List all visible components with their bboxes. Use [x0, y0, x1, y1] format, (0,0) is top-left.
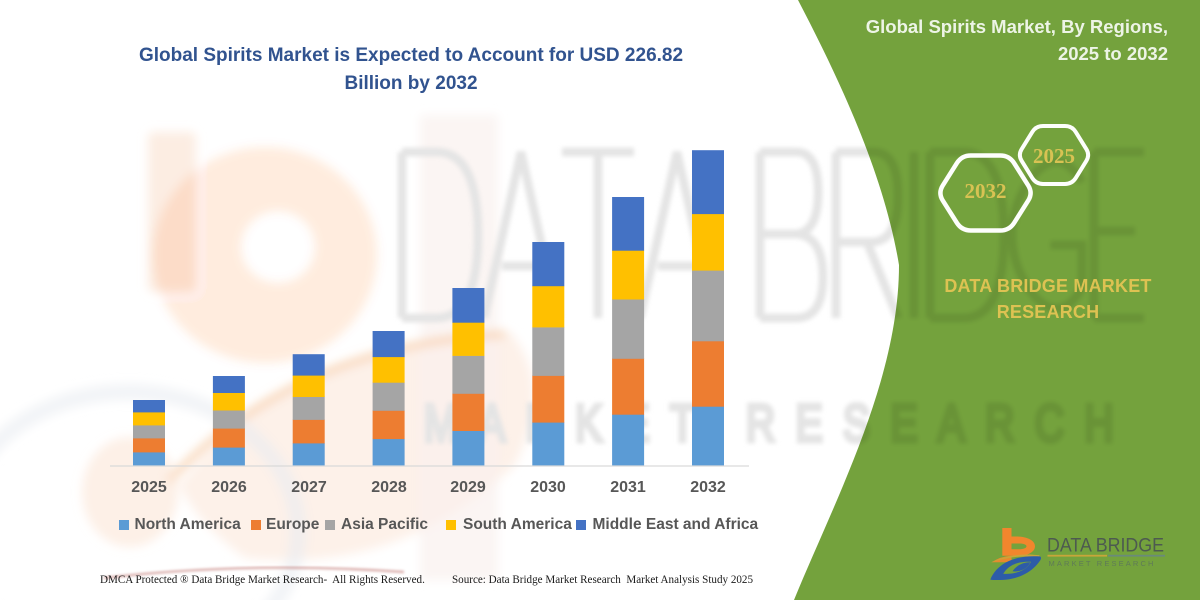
- svg-text:MARKET RESEARCH: MARKET RESEARCH: [1049, 559, 1156, 568]
- svg-text:DATA BRIDGE: DATA BRIDGE: [1047, 536, 1164, 557]
